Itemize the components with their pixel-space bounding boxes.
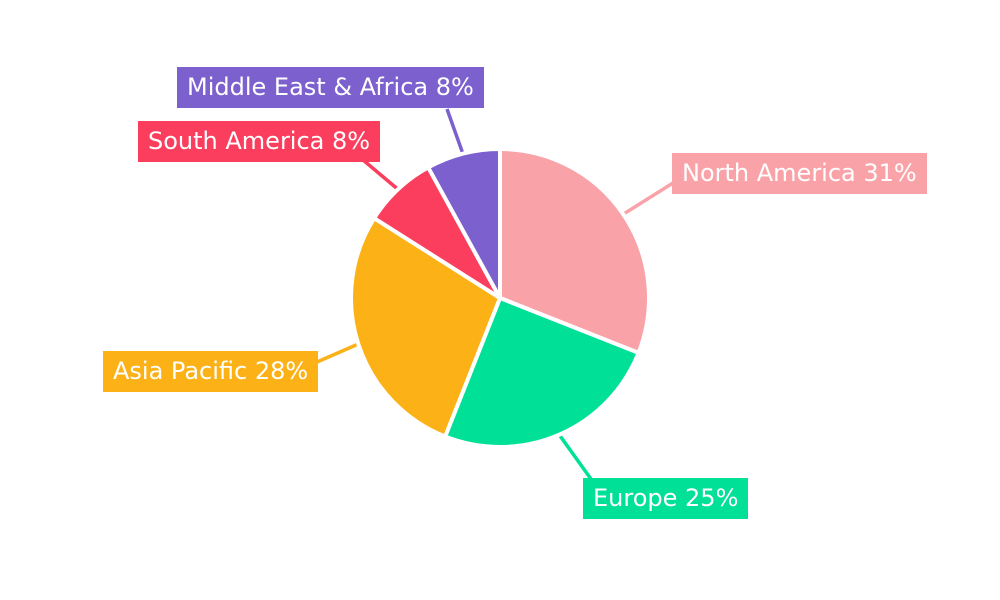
leader-line-europe [557, 433, 593, 481]
callout-label-text: Middle East & Africa 8% [187, 73, 474, 101]
callout-label-text: North America 31% [682, 159, 917, 187]
callout-label-middle-east-africa: Middle East & Africa 8% [177, 67, 484, 108]
callout-label-text: Europe 25% [593, 484, 739, 512]
pie-slice-europe[interactable] [443, 296, 641, 449]
pie-slice-north-america[interactable] [498, 147, 651, 355]
callout-label-south-america: South America 8% [138, 121, 381, 162]
pie-slice-asia-pacific[interactable] [349, 216, 502, 439]
callout-label-europe: Europe 25% [583, 478, 749, 519]
callout-label-text: Asia Pacific 28% [113, 357, 309, 385]
leader-line-north-america [622, 181, 674, 216]
pie-slice-middle-east-africa[interactable] [426, 147, 502, 300]
callout-label-text: South America 8% [148, 127, 371, 155]
callout-label-asia-pacific: Asia Pacific 28% [103, 351, 319, 392]
callout-label-north-america: North America 31% [672, 153, 927, 194]
leader-line-middle-east-africa [445, 108, 465, 155]
